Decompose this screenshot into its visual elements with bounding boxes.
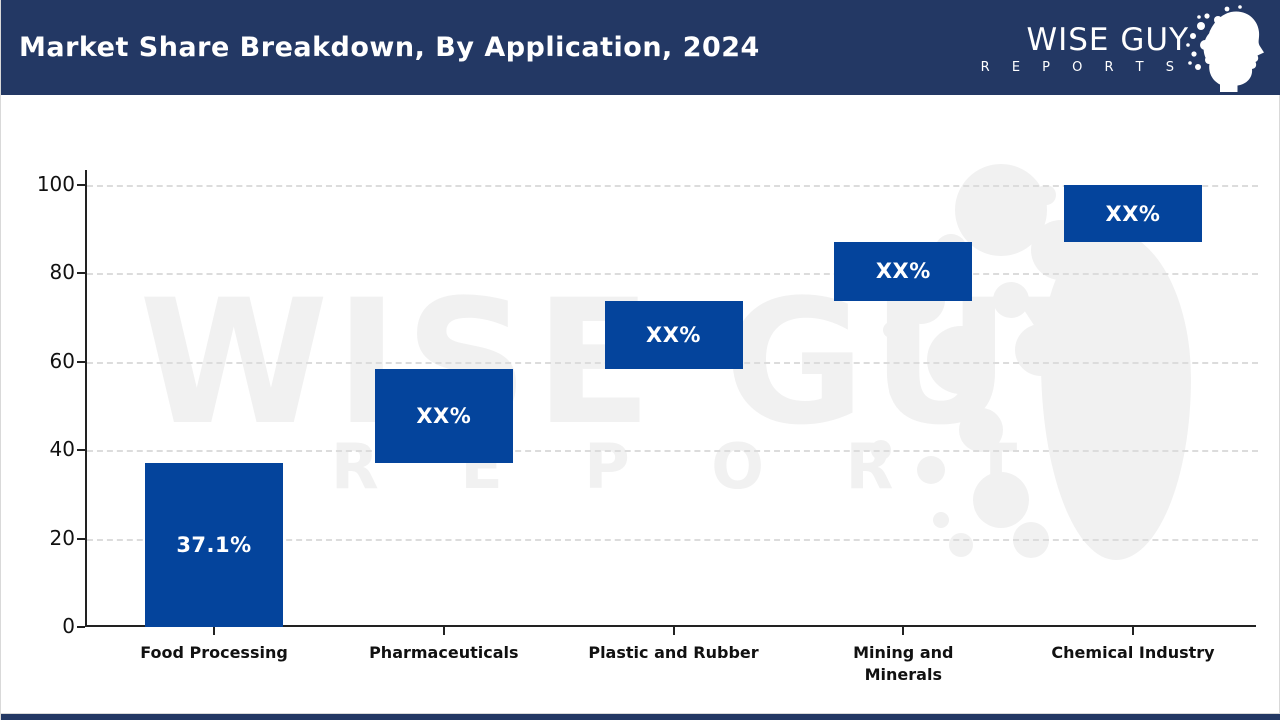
logo: WISE GUY R E P O R T S bbox=[981, 0, 1267, 95]
footer-divider bbox=[1, 713, 1280, 714]
x-axis-label: Chemical Industry bbox=[1051, 643, 1215, 662]
gridline bbox=[87, 450, 1258, 453]
watermark-dot bbox=[889, 378, 913, 402]
x-axis-label: Food Processing bbox=[140, 643, 288, 662]
gridline bbox=[87, 185, 1258, 187]
gridline bbox=[87, 538, 1258, 541]
y-tick-mark bbox=[77, 626, 85, 628]
footer-bar bbox=[1, 714, 1280, 720]
bar-segment: XX% bbox=[604, 300, 743, 369]
y-tick-mark bbox=[77, 272, 85, 275]
watermark-dot bbox=[871, 440, 891, 460]
watermark-dot bbox=[959, 408, 1003, 452]
x-tick-mark bbox=[1132, 627, 1134, 635]
y-tick-label: 40 bbox=[49, 437, 75, 462]
x-tick-mark bbox=[672, 627, 675, 635]
bar-value-label: XX% bbox=[1105, 201, 1161, 226]
chart-title: Market Share Breakdown, By Application, … bbox=[19, 32, 760, 63]
bar-value-label: 37.1% bbox=[176, 533, 252, 557]
logo-reports-text: R E P O R T S bbox=[980, 60, 1183, 75]
watermark-dot bbox=[933, 512, 949, 528]
y-tick-label: 80 bbox=[49, 260, 75, 285]
watermark-dot bbox=[917, 456, 945, 484]
watermark-dot bbox=[993, 282, 1029, 318]
x-tick-mark bbox=[902, 627, 905, 635]
logo-wiseguy-text: WISE GUY bbox=[1026, 22, 1189, 58]
x-axis-label: Plastic and Rubber bbox=[588, 643, 759, 662]
x-axis-label: Mining and Minerals bbox=[853, 643, 954, 684]
bar-segment: XX% bbox=[1064, 185, 1202, 243]
bar-value-label: XX% bbox=[416, 403, 472, 428]
header-bar: Market Share Breakdown, By Application, … bbox=[1, 0, 1280, 95]
watermark-dot bbox=[883, 322, 899, 338]
x-tick-mark bbox=[442, 627, 445, 635]
y-tick-label: 0 bbox=[62, 614, 75, 638]
bar-value-label: XX% bbox=[646, 322, 701, 347]
y-tick-mark bbox=[77, 360, 85, 363]
bar-value-label: XX% bbox=[875, 259, 931, 284]
y-tick-mark bbox=[77, 184, 85, 186]
y-tick-mark bbox=[77, 537, 85, 540]
watermark-dot bbox=[1036, 185, 1056, 205]
x-tick-mark bbox=[213, 627, 215, 635]
watermark-dot bbox=[927, 326, 995, 394]
watermark-dot bbox=[949, 533, 973, 557]
x-axis-label: Pharmaceuticals bbox=[369, 643, 519, 662]
plot-area: 0 20 40 60 80 100 37.1% Food Processing XX% Pharm… bbox=[37, 170, 1258, 684]
y-tick-label: 100 bbox=[36, 172, 75, 196]
y-tick-label: 60 bbox=[49, 348, 75, 373]
bar-segment: XX% bbox=[374, 368, 513, 463]
bar-segment: XX% bbox=[834, 242, 973, 301]
gridline bbox=[87, 273, 1258, 276]
watermark-dot bbox=[973, 472, 1029, 528]
logo-head-icon bbox=[1186, 5, 1264, 92]
bar-segment: 37.1% bbox=[145, 463, 283, 627]
watermark-head-shape bbox=[1041, 230, 1191, 560]
y-tick-mark bbox=[77, 449, 85, 452]
y-tick-label: 20 bbox=[49, 525, 75, 550]
